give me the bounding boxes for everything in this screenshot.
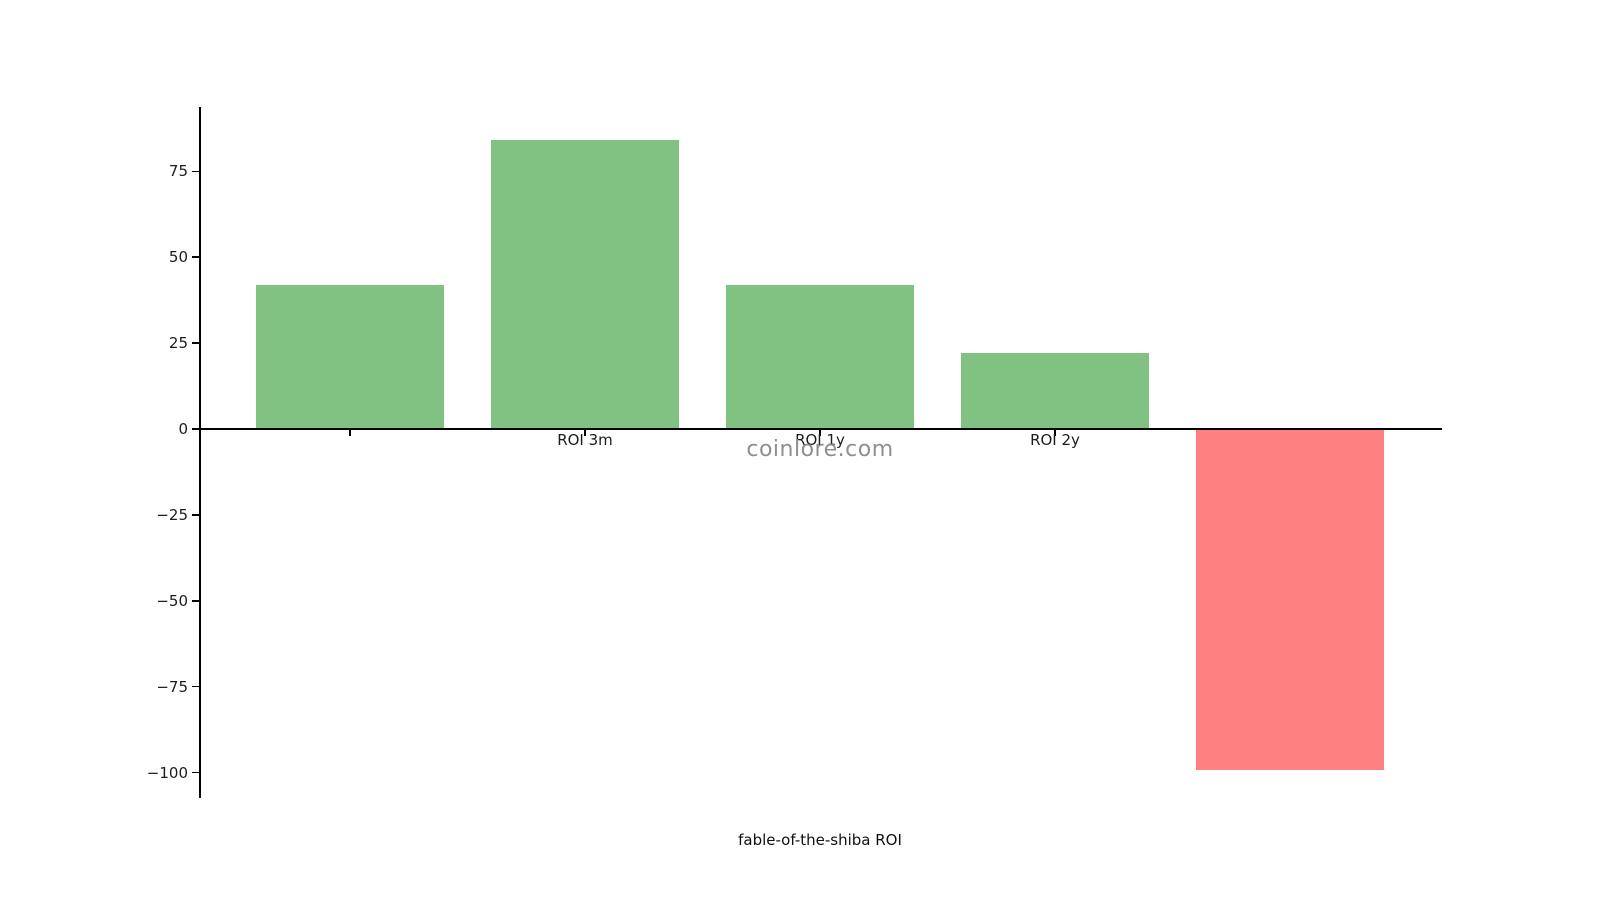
y-tick-label-−50: −50 <box>156 591 188 610</box>
x-tick-mark-1 <box>584 428 586 437</box>
bar-col-0 <box>256 284 444 429</box>
chart-title: fable-of-the-shiba ROI <box>738 831 902 849</box>
y-tick-label-−75: −75 <box>156 677 188 696</box>
bar-roi-1y <box>726 284 914 429</box>
bar-roi-3m <box>491 140 679 429</box>
y-tick-label-25: 25 <box>168 334 188 353</box>
x-tick-label-roi-3m: ROI 3m <box>557 431 613 450</box>
y-tick-mark-−75 <box>192 685 199 688</box>
y-tick-mark-−50 <box>192 600 199 602</box>
y-tick-label-50: 50 <box>168 248 188 267</box>
y-tick-mark-0 <box>192 428 199 430</box>
y-tick-label-0: 0 <box>178 419 188 438</box>
y-axis-spine <box>199 107 201 798</box>
y-tick-mark-−25 <box>192 514 199 516</box>
y-tick-mark-25 <box>192 342 199 344</box>
y-tick-mark-−100 <box>192 771 199 774</box>
x-axis-line <box>199 428 1442 430</box>
x-tick-label-roi-2y: ROI 2y <box>1030 431 1080 450</box>
y-tick-label-75: 75 <box>168 162 188 181</box>
watermark-text: coinlore.com <box>746 437 894 462</box>
bar-col-4 <box>1196 429 1384 770</box>
y-tick-mark-75 <box>192 170 199 172</box>
x-tick-label-roi-1y: ROI 1y <box>795 431 845 450</box>
x-tick-mark-3 <box>1054 428 1056 437</box>
y-tick-mark-50 <box>192 256 199 258</box>
x-tick-mark-0 <box>349 428 351 437</box>
bar-roi-2y <box>961 353 1149 429</box>
y-tick-label-−25: −25 <box>156 505 188 524</box>
x-tick-mark-2 <box>819 428 821 437</box>
y-tick-label-−100: −100 <box>146 763 188 782</box>
